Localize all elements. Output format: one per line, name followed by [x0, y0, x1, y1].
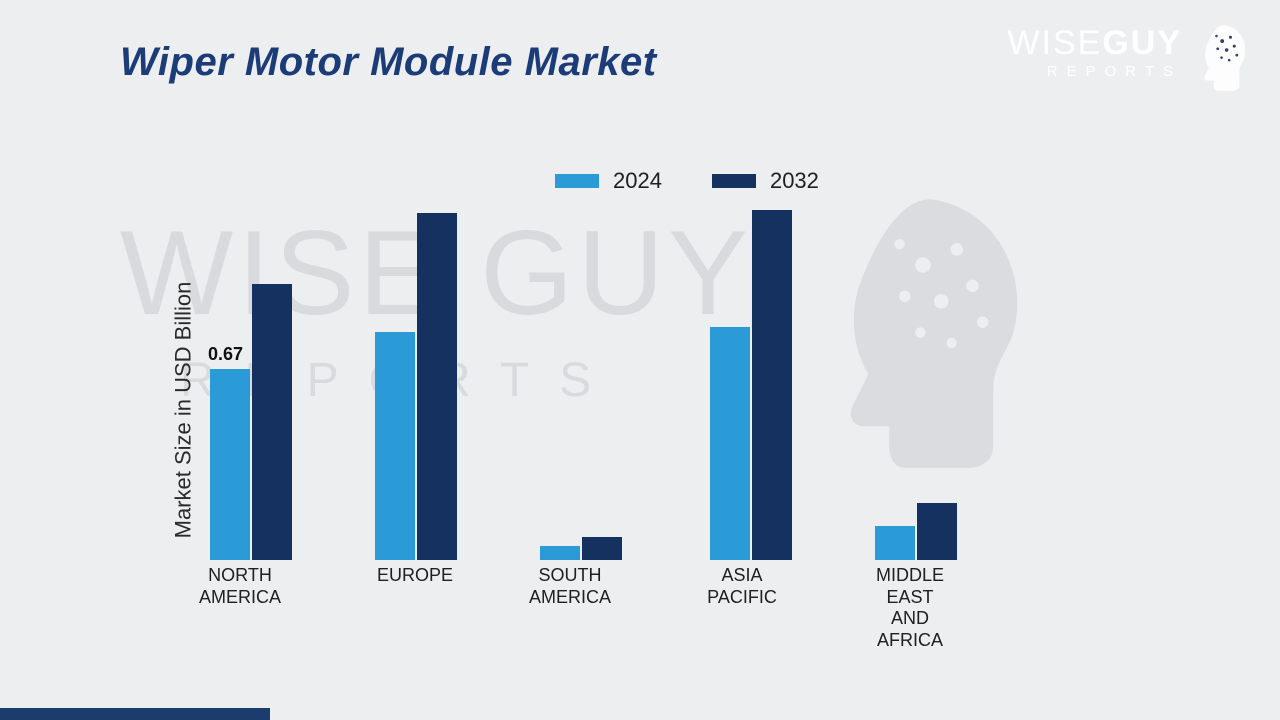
bar	[540, 546, 580, 560]
bar	[375, 332, 415, 560]
category-label: MIDDLEEASTANDAFRICA	[840, 565, 980, 651]
brand-word-2: GUY	[1102, 24, 1182, 62]
bar	[875, 526, 915, 560]
bar	[417, 213, 457, 560]
bar	[582, 537, 622, 560]
category-label: NORTHAMERICA	[170, 565, 310, 608]
bar-chart: Market Size in USD Billion 0.67 NORTHAME…	[95, 160, 965, 660]
bar	[710, 327, 750, 560]
brand-logo: WISEGUY REPORTS	[1007, 26, 1252, 79]
bar-value-label: 0.67	[208, 344, 243, 365]
bottom-accent-bar	[0, 708, 270, 720]
bar	[210, 369, 250, 560]
bar	[917, 503, 957, 560]
infographic-frame: WISEGUY REPORTS WISE GUY REPORTS Wiper M…	[0, 0, 1280, 720]
brand-word-1: WISE	[1007, 24, 1102, 62]
bar	[752, 210, 792, 560]
head-icon	[1186, 22, 1252, 92]
plot-area: 0.67	[150, 190, 950, 560]
category-label: SOUTHAMERICA	[500, 565, 640, 608]
category-label: ASIAPACIFIC	[672, 565, 812, 608]
bar	[252, 284, 292, 560]
page-title: Wiper Motor Module Market	[120, 40, 657, 85]
category-label: EUROPE	[345, 565, 485, 587]
